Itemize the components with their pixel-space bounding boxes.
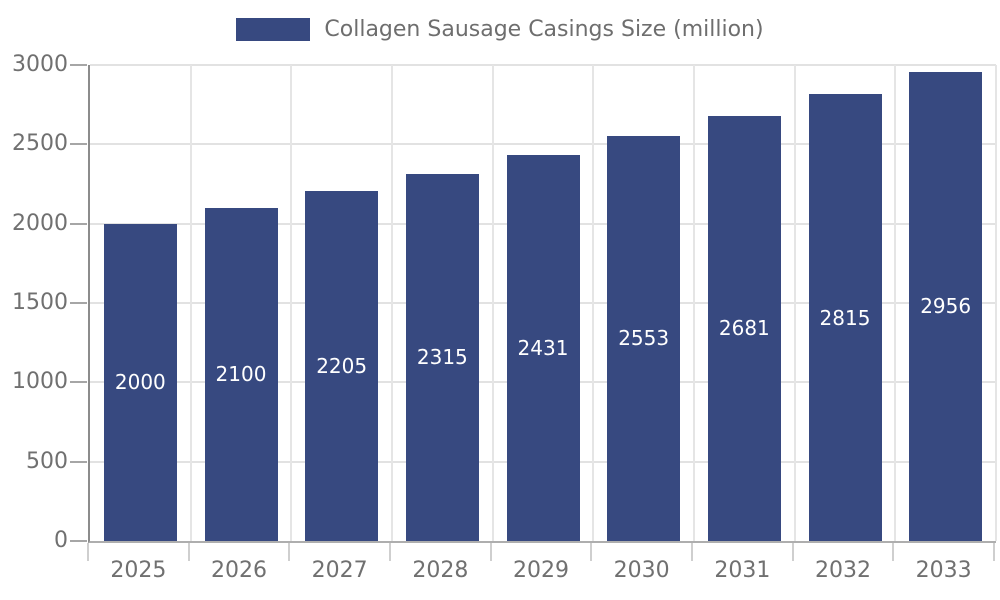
x-tick-label: 2032 xyxy=(815,558,871,583)
bar-value-label: 2431 xyxy=(517,336,569,361)
horizontal-gridline xyxy=(90,64,996,66)
bar-value-label: 2100 xyxy=(215,362,267,387)
y-axis-tick xyxy=(70,540,87,542)
bar[interactable]: 2205 xyxy=(305,191,379,541)
y-tick-label: 0 xyxy=(54,528,68,553)
x-tick-label: 2030 xyxy=(613,558,670,583)
vertical-gridline xyxy=(592,65,595,541)
x-axis-tick xyxy=(187,543,190,561)
x-tick-label: 2031 xyxy=(714,558,771,583)
x-tick-label: 2033 xyxy=(915,558,972,583)
x-axis-tick xyxy=(892,543,895,561)
x-tick-label: 2029 xyxy=(513,558,569,583)
y-tick-label: 2500 xyxy=(12,131,68,157)
vertical-gridline xyxy=(189,65,192,541)
bar[interactable]: 2553 xyxy=(607,135,681,541)
y-axis-tick xyxy=(70,143,87,146)
y-tick-label: 1500 xyxy=(12,290,68,315)
vertical-gridline xyxy=(491,65,494,541)
plot-area: 2000 2100 2205 2315 2431 2553 2681 2815 2956 xyxy=(88,64,997,543)
x-axis-tick xyxy=(288,543,291,561)
vertical-gridline xyxy=(693,65,695,541)
bar-value-label: 2815 xyxy=(819,305,871,330)
y-tick-label: 2000 xyxy=(12,210,68,236)
vertical-gridline xyxy=(290,65,293,541)
x-axis-tick xyxy=(87,543,89,561)
bar-value-label: 2205 xyxy=(316,354,368,379)
y-axis-tick xyxy=(70,302,87,304)
x-axis-tick xyxy=(691,543,693,561)
bar-value-label: 2553 xyxy=(618,326,670,351)
x-tick-label: 2025 xyxy=(110,558,167,583)
y-axis-tick xyxy=(70,64,87,66)
vertical-gridline xyxy=(894,65,897,541)
bar[interactable]: 2431 xyxy=(506,155,580,541)
x-tick-label: 2026 xyxy=(211,558,267,583)
horizontal-gridline xyxy=(90,143,996,146)
legend-label[interactable]: Collagen Sausage Casings Size (million) xyxy=(324,17,764,42)
bar-value-label: 2000 xyxy=(114,370,166,395)
legend: Collagen Sausage Casings Size (million) xyxy=(0,17,1000,42)
bar-value-label: 2681 xyxy=(718,316,770,341)
x-tick-label: 2027 xyxy=(311,558,368,583)
x-axis-tick xyxy=(993,543,995,561)
x-axis-tick xyxy=(489,543,492,561)
vertical-gridline xyxy=(793,65,796,541)
x-axis-tick xyxy=(791,543,794,561)
legend-swatch[interactable] xyxy=(236,18,311,41)
y-axis-tick xyxy=(70,222,87,225)
vertical-gridline xyxy=(391,65,393,541)
y-axis-tick xyxy=(70,381,87,384)
y-tick-label: 500 xyxy=(26,448,68,474)
vertical-gridline xyxy=(995,65,997,541)
y-tick-label: 3000 xyxy=(12,52,68,77)
bar-value-label: 2315 xyxy=(416,345,468,370)
bar[interactable]: 2815 xyxy=(808,94,882,541)
bar[interactable]: 2681 xyxy=(707,115,781,541)
x-axis-tick xyxy=(590,543,593,561)
y-axis-tick xyxy=(70,460,87,463)
bar[interactable]: 2315 xyxy=(405,173,479,541)
x-tick-label: 2028 xyxy=(412,558,469,583)
y-tick-label: 1000 xyxy=(12,369,68,395)
bar[interactable]: 2956 xyxy=(909,71,983,541)
bar-value-label: 2956 xyxy=(920,294,972,319)
bar[interactable]: 2100 xyxy=(204,207,278,541)
x-axis-tick xyxy=(389,543,391,561)
bar[interactable]: 2000 xyxy=(103,223,177,541)
